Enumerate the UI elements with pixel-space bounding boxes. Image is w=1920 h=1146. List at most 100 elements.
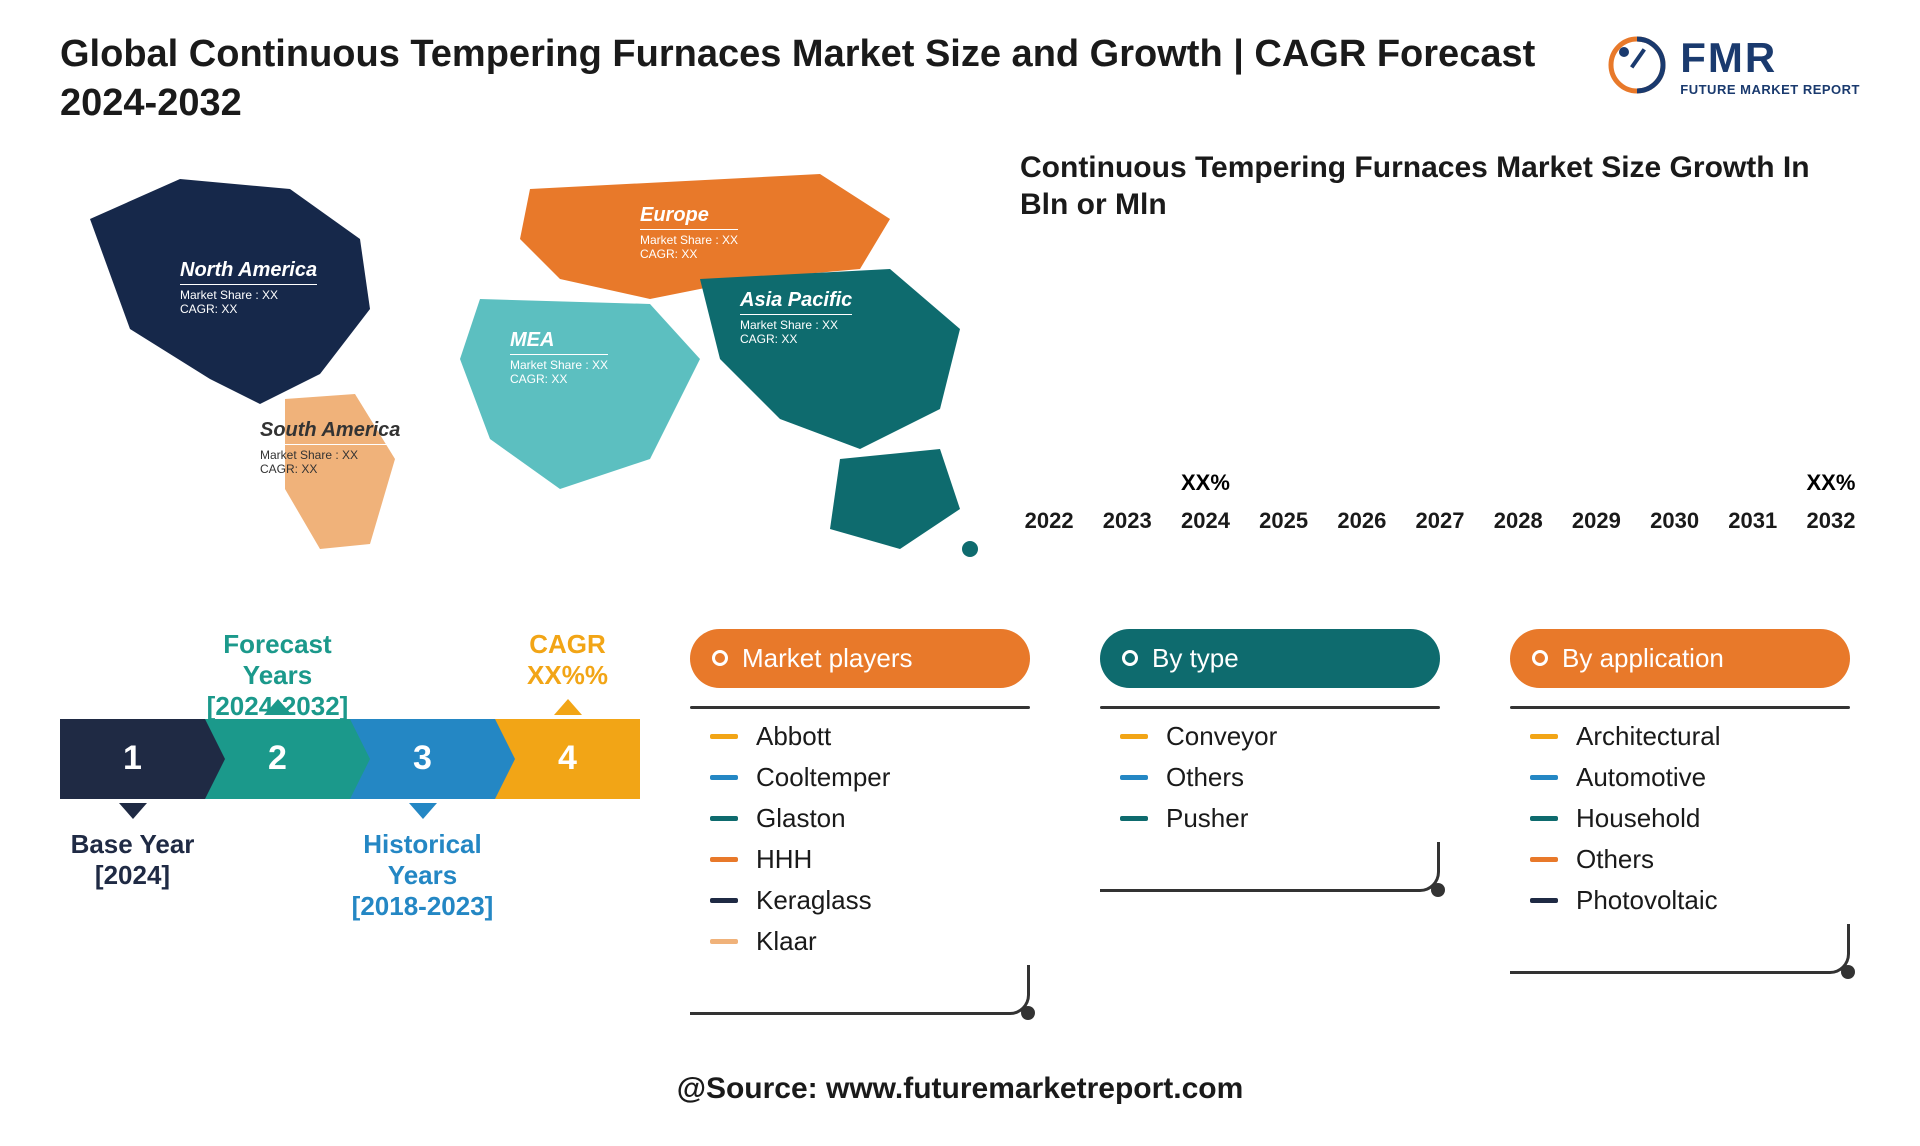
bar-col: 2022 [1020,500,1078,534]
region-name: South America [260,419,400,445]
region-share: Market Share : XX [180,288,317,302]
region-cagr: CAGR: XX [260,462,400,476]
segment-item: Conveyor [1120,721,1450,752]
tl-sub: [2018-2023] [350,891,495,922]
dash-icon [710,734,738,739]
bar-x-label: 2024 [1181,508,1230,534]
bar-col: 2028 [1489,500,1547,534]
region-share: Market Share : XX [740,318,852,332]
region-label-eu: Europe Market Share : XX CAGR: XX [640,204,738,261]
segment-item-label: Household [1576,803,1700,834]
region-ap-aus [830,449,960,549]
region-name: MEA [510,329,608,355]
segment-title: Market players [742,643,913,674]
segment-item: Household [1530,803,1860,834]
region-cagr: CAGR: XX [180,302,317,316]
dash-icon [710,898,738,903]
dash-icon [1120,734,1148,739]
segment-item-label: Others [1576,844,1654,875]
bar-col: 2026 [1333,500,1391,534]
bar-annotation: XX% [1807,470,1856,496]
region-label-na: North America Market Share : XX CAGR: XX [180,259,317,316]
bar-col: XX%2032 [1802,500,1860,534]
bullet-icon [712,650,728,666]
bar-x-label: 2031 [1728,508,1777,534]
segment-item-label: Automotive [1576,762,1706,793]
bar-col: 2030 [1646,500,1704,534]
segment-item-label: Others [1166,762,1244,793]
region-ap-nz [962,541,978,557]
bar-col: 2025 [1255,500,1313,534]
timeline-bottom-label: Historical Years[2018-2023] [350,829,495,922]
timeline-bottom-label: Base Year[2024] [60,829,205,922]
connector-line [1100,842,1440,892]
segment-item-label: Glaston [756,803,846,834]
segment-header: By application [1510,629,1850,688]
source-attribution: @Source: www.futuremarketreport.com [677,1072,1244,1106]
bar-col: 2023 [1098,500,1156,534]
segment-item: Cooltemper [710,762,1040,793]
dash-icon [1120,816,1148,821]
segment-by-application: By application Architectural Automotive Hou… [1510,629,1860,1015]
timeline-box-1: 1 [60,719,205,799]
segment-header: Market players [690,629,1030,688]
segment-item: Klaar [710,926,1040,957]
region-share: Market Share : XX [260,448,400,462]
tl-label: Forecast Years [205,629,350,691]
segment-by-type: By typeConveyorOthersPusher [1100,629,1450,1015]
connector-line [1510,924,1850,974]
bar-col: XX%2024 [1176,500,1234,534]
chart-title: Continuous Tempering Furnaces Market Siz… [1020,149,1860,224]
segment-item-label: Pusher [1166,803,1248,834]
dash-icon [1530,775,1558,780]
bar-x-label: 2027 [1416,508,1465,534]
dash-icon [710,816,738,821]
header: Global Continuous Tempering Furnaces Mar… [60,30,1860,129]
page-title: Global Continuous Tempering Furnaces Mar… [60,30,1560,129]
arrow-down-icon [119,803,147,819]
connector-line [690,965,1030,1015]
bar-col: 2027 [1411,500,1469,534]
logo-sub-text: FUTURE MARKET REPORT [1680,82,1860,97]
segment-item-label: Abbott [756,721,831,752]
bar-annotation: XX% [1181,470,1230,496]
region-label-sa: South America Market Share : XX CAGR: XX [260,419,400,476]
bottom-row: Forecast Years[2024-2032]CAGRXX%% 1234 B… [60,629,1860,1015]
segment-title: By application [1562,643,1724,674]
segment-item-label: Conveyor [1166,721,1277,752]
logo-globe-icon [1602,30,1672,100]
logo: FMR FUTURE MARKET REPORT [1602,30,1860,100]
segment-list: Conveyor Others Pusher [1120,721,1450,834]
region-label-mea: MEA Market Share : XX CAGR: XX [510,329,608,386]
segment-list: AbbottCooltemperGlastonHHHKeraglassKlaar [710,721,1040,957]
region-name: Asia Pacific [740,289,852,315]
segment-item-label: Architectural [1576,721,1721,752]
segment-list: ArchitecturalAutomotiveHouseholdOthersPh… [1530,721,1860,916]
region-name: North America [180,259,317,285]
region-label-ap: Asia Pacific Market Share : XX CAGR: XX [740,289,852,346]
timeline-box-4: 4 [495,719,640,799]
tl-sub: [2024] [60,860,205,891]
top-row: North America Market Share : XX CAGR: XX… [60,149,1860,569]
segment-item: Glaston [710,803,1040,834]
region-share: Market Share : XX [640,233,738,247]
segment-item-label: Cooltemper [756,762,890,793]
arrow-up-icon [554,699,582,715]
tl-label: Base Year [60,829,205,860]
divider [1100,706,1440,709]
segments: Market playersAbbottCooltemperGlastonHHH… [690,629,1860,1015]
bullet-icon [1532,650,1548,666]
segment-item: Automotive [1530,762,1860,793]
timeline-box-2: 2 [205,719,350,799]
dash-icon [1530,857,1558,862]
timeline: Forecast Years[2024-2032]CAGRXX%% 1234 B… [60,629,640,922]
segment-item-label: Keraglass [756,885,872,916]
dash-icon [1530,816,1558,821]
region-mea [460,299,700,489]
divider [690,706,1030,709]
segment-market-players: Market playersAbbottCooltemperGlastonHHH… [690,629,1040,1015]
region-cagr: CAGR: XX [640,247,738,261]
segment-item: Others [1530,844,1860,875]
segment-item: Architectural [1530,721,1860,752]
bar-col: 2029 [1567,500,1625,534]
